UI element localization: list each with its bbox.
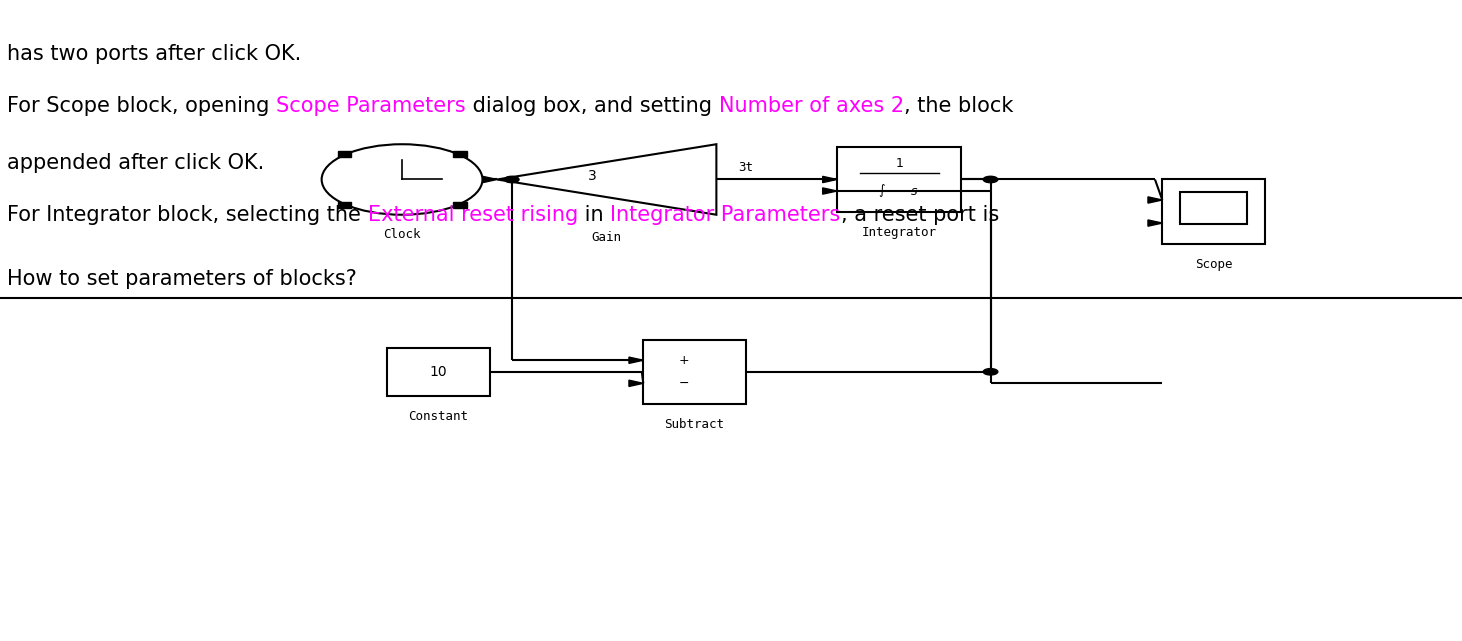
Bar (1162, 179, 1265, 244)
Bar (453, 202, 466, 208)
Text: 10: 10 (430, 365, 447, 379)
Text: −: − (678, 377, 690, 390)
Text: , a reset port is: , a reset port is (841, 204, 999, 225)
Circle shape (982, 369, 997, 375)
Text: Subtract: Subtract (664, 418, 725, 431)
Text: ∫: ∫ (879, 185, 885, 197)
Polygon shape (629, 357, 643, 363)
Text: Integrator Parameters: Integrator Parameters (610, 204, 841, 225)
Bar (453, 151, 466, 157)
Text: s: s (911, 185, 917, 197)
Text: External reset rising: External reset rising (368, 204, 577, 225)
Text: Constant: Constant (408, 410, 469, 423)
Text: Number of axes 2: Number of axes 2 (718, 96, 904, 116)
Polygon shape (823, 176, 836, 183)
Text: How to set parameters of blocks?: How to set parameters of blocks? (7, 269, 357, 289)
Text: +: + (678, 354, 690, 367)
Polygon shape (823, 188, 836, 194)
Circle shape (982, 176, 997, 183)
Text: 1: 1 (895, 157, 904, 170)
Text: 3t: 3t (738, 162, 753, 174)
Polygon shape (1148, 220, 1162, 226)
Text: 3: 3 (588, 169, 596, 183)
Text: appended after click OK.: appended after click OK. (7, 153, 265, 174)
Polygon shape (1148, 197, 1162, 203)
Text: has two ports after click OK.: has two ports after click OK. (7, 44, 301, 65)
Text: For Integrator block, selecting the: For Integrator block, selecting the (7, 204, 368, 225)
Polygon shape (482, 176, 497, 183)
Bar (338, 151, 351, 157)
Text: , the block: , the block (904, 96, 1013, 116)
Text: in: in (577, 204, 610, 225)
Text: dialog box, and setting: dialog box, and setting (466, 96, 718, 116)
Circle shape (504, 176, 519, 183)
Text: For Scope block, opening: For Scope block, opening (7, 96, 276, 116)
Bar (836, 147, 962, 212)
Text: Gain: Gain (592, 231, 621, 244)
Polygon shape (629, 380, 643, 387)
Text: Integrator: Integrator (861, 226, 937, 238)
Text: Clock: Clock (383, 228, 421, 240)
Text: Scope Parameters: Scope Parameters (276, 96, 466, 116)
Bar (643, 340, 746, 404)
Bar (387, 347, 490, 395)
Bar (1180, 192, 1247, 224)
Text: Scope: Scope (1194, 258, 1232, 271)
Bar (338, 202, 351, 208)
